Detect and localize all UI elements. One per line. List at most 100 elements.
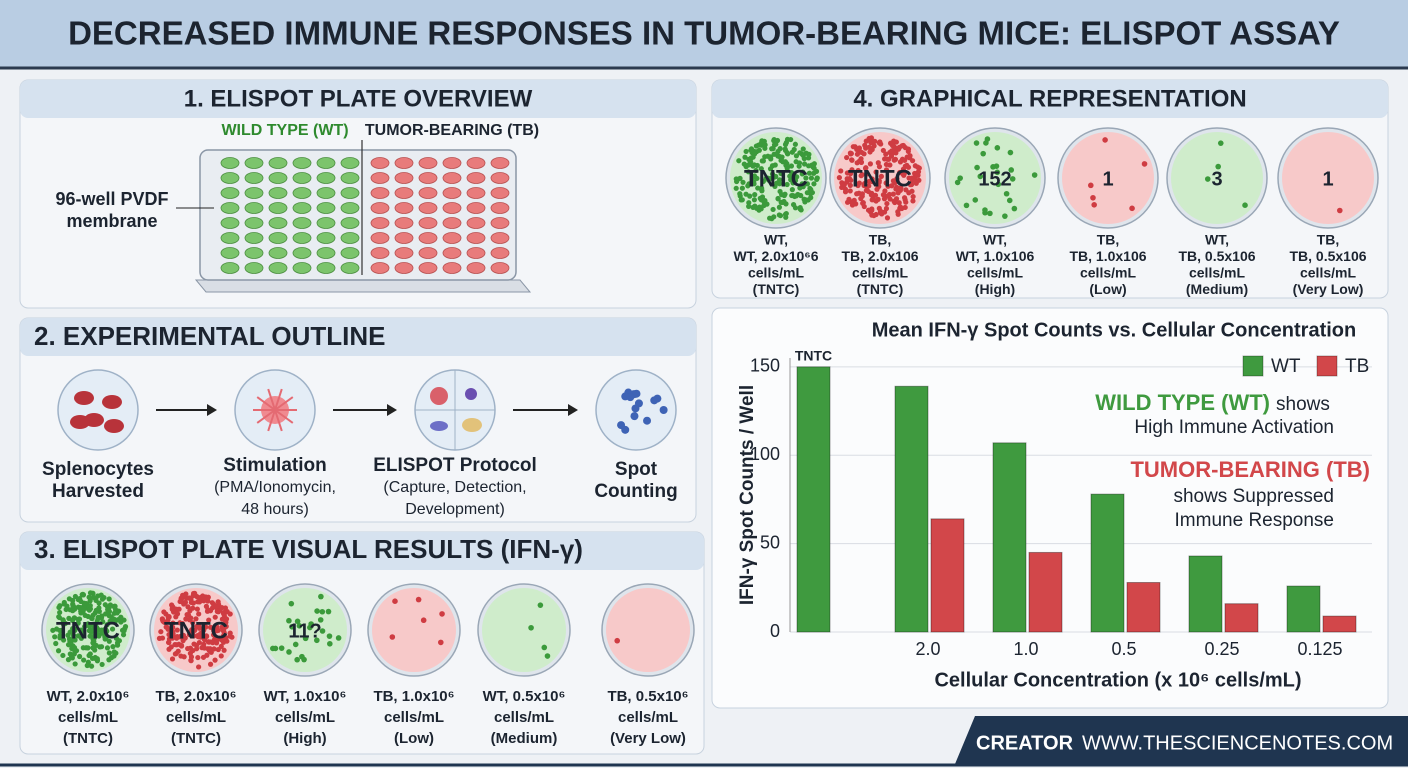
step-label: Counting bbox=[594, 481, 677, 502]
spot bbox=[797, 185, 803, 191]
icon-spike bbox=[274, 409, 283, 432]
spot bbox=[170, 620, 176, 626]
spot bbox=[838, 168, 844, 174]
spot bbox=[190, 600, 197, 606]
spot bbox=[984, 136, 991, 142]
plate-well bbox=[340, 172, 360, 184]
plate-well bbox=[292, 187, 312, 199]
spot bbox=[109, 626, 116, 632]
tb-label: TUMOR-BEARING (TB) bbox=[365, 122, 539, 139]
spot bbox=[974, 164, 980, 171]
spot bbox=[899, 205, 905, 212]
spot bbox=[849, 167, 855, 173]
step-label: (Capture, Detection, bbox=[383, 479, 526, 496]
spot bbox=[60, 637, 67, 643]
step-label: 48 hours) bbox=[241, 501, 309, 518]
spot bbox=[215, 599, 221, 605]
plate-well bbox=[466, 157, 486, 169]
spot bbox=[102, 636, 108, 642]
well-caption: TB, 0.5x106 bbox=[1289, 248, 1366, 264]
spot bbox=[782, 141, 789, 148]
spot bbox=[270, 645, 276, 652]
spot bbox=[1087, 182, 1094, 189]
spot bbox=[166, 636, 173, 642]
spot bbox=[195, 654, 201, 661]
spot bbox=[118, 614, 124, 620]
spot bbox=[156, 635, 163, 642]
plate-well bbox=[316, 247, 336, 259]
spot bbox=[801, 161, 808, 167]
annotation: TUMOR-BEARING (TB) bbox=[1130, 457, 1370, 482]
well-count: 152 bbox=[978, 168, 1011, 190]
spot bbox=[867, 149, 873, 155]
spot bbox=[739, 185, 745, 191]
spot bbox=[158, 629, 164, 635]
spot bbox=[905, 164, 912, 170]
well-caption: (High) bbox=[975, 281, 1015, 297]
spot bbox=[778, 170, 784, 177]
annotation: High Immune Activation bbox=[1134, 417, 1334, 438]
spot bbox=[852, 144, 858, 150]
plate-well bbox=[370, 187, 390, 199]
spot bbox=[784, 136, 791, 142]
panel-header bbox=[20, 318, 696, 356]
spot bbox=[224, 609, 230, 615]
spot bbox=[1002, 213, 1008, 219]
spot bbox=[841, 182, 847, 188]
plate-well bbox=[442, 217, 462, 229]
plate-well bbox=[442, 202, 462, 214]
plate-well bbox=[244, 232, 264, 244]
spot bbox=[166, 631, 172, 638]
step-label: Harvested bbox=[52, 481, 144, 502]
spot bbox=[1031, 172, 1038, 178]
spot bbox=[170, 624, 176, 631]
spot bbox=[883, 180, 889, 186]
plate-well bbox=[292, 202, 312, 214]
spot bbox=[173, 614, 179, 620]
plate-well bbox=[394, 187, 414, 199]
spot bbox=[895, 209, 901, 215]
spot bbox=[779, 192, 785, 198]
spot bbox=[319, 628, 326, 634]
spot bbox=[165, 617, 171, 623]
panel-title: 2. EXPERIMENTAL OUTLINE bbox=[34, 321, 386, 351]
spot bbox=[112, 607, 119, 613]
well-caption: TB, bbox=[1097, 232, 1120, 248]
spot bbox=[742, 154, 748, 160]
spot bbox=[437, 639, 444, 646]
spot bbox=[1141, 161, 1148, 167]
plate-well bbox=[418, 232, 438, 244]
spot bbox=[752, 192, 758, 198]
spot bbox=[868, 139, 874, 145]
plate-well bbox=[292, 232, 312, 244]
spot bbox=[881, 196, 888, 202]
spot bbox=[57, 609, 63, 616]
spot bbox=[793, 193, 799, 199]
panel-title: 4. GRAPHICAL REPRESENTATION bbox=[853, 85, 1246, 112]
well-caption: WT, bbox=[1205, 232, 1229, 248]
well-caption: (TNTC) bbox=[63, 730, 113, 747]
well-caption: cells/mL bbox=[1189, 265, 1245, 281]
step-label: Development) bbox=[405, 501, 505, 518]
spot bbox=[185, 604, 191, 610]
well-count: 3 bbox=[1211, 168, 1222, 190]
spot bbox=[784, 150, 790, 156]
chart-title: Mean IFN-γ Spot Counts vs. Cellular Conc… bbox=[872, 319, 1357, 341]
spot bbox=[91, 633, 97, 639]
step-label: Splenocytes bbox=[42, 459, 154, 480]
spot bbox=[1006, 197, 1013, 204]
spot bbox=[326, 633, 333, 639]
spot bbox=[847, 150, 853, 156]
spot bbox=[78, 635, 84, 641]
spot bbox=[789, 187, 795, 193]
spot bbox=[753, 167, 759, 174]
spot bbox=[327, 640, 333, 647]
spot bbox=[314, 608, 320, 614]
spot bbox=[177, 620, 183, 626]
plate-well bbox=[394, 232, 414, 244]
spot bbox=[177, 598, 183, 605]
plate-well bbox=[442, 232, 462, 244]
spot bbox=[175, 648, 181, 654]
spot bbox=[209, 605, 216, 611]
spot bbox=[866, 144, 872, 150]
